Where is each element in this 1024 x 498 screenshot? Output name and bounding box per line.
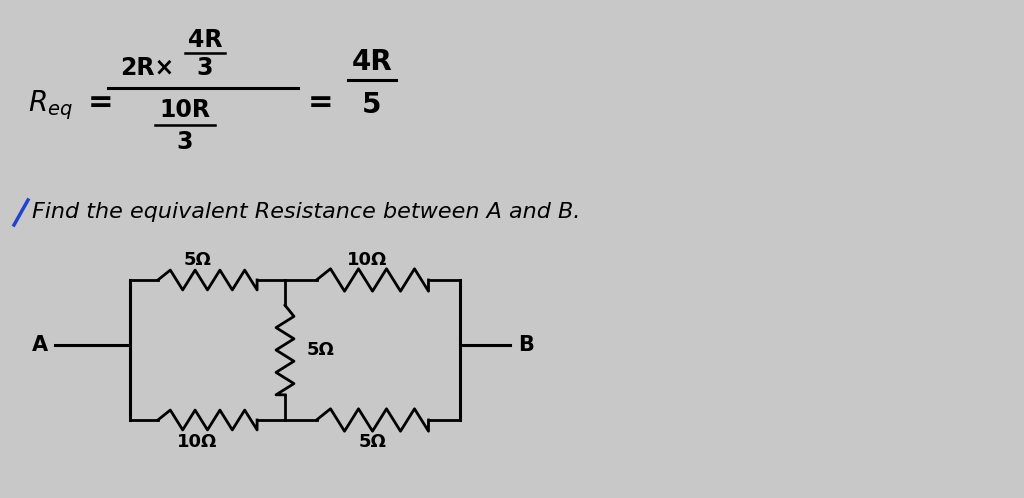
Text: A: A [32,335,48,355]
Text: =: = [308,88,334,117]
Text: 5Ω: 5Ω [183,251,211,269]
Text: 10R: 10R [160,98,211,122]
Text: 3: 3 [197,56,213,80]
Text: 3: 3 [177,130,194,154]
Text: 2R×: 2R× [120,56,174,80]
Text: 4R: 4R [351,48,392,76]
Text: =: = [88,88,114,117]
Text: 5: 5 [362,91,382,119]
Text: Find the equivalent Resistance between A and B.: Find the equivalent Resistance between A… [32,202,581,222]
Text: 10Ω: 10Ω [347,251,388,269]
Text: $R_{eq}$: $R_{eq}$ [28,88,73,122]
Text: 4R: 4R [187,28,222,52]
Text: 10Ω: 10Ω [177,433,218,451]
Text: B: B [518,335,534,355]
Text: 5Ω: 5Ω [358,433,386,451]
Text: 5Ω: 5Ω [307,341,335,359]
